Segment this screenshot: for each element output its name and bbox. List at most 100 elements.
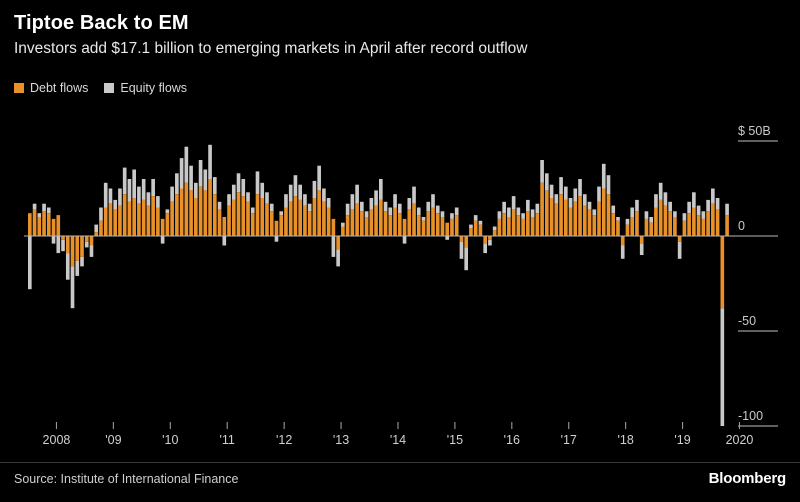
bar-debt-flows (383, 211, 388, 236)
bar-debt-flows (345, 215, 350, 236)
bar-equity-flows (692, 192, 696, 208)
bar-equity-flows (654, 194, 658, 208)
bar-equity-flows (597, 186, 601, 202)
bar-equity-flows (94, 224, 99, 233)
bar-debt-flows (80, 236, 84, 257)
bar-debt-flows (616, 220, 620, 236)
bar-debt-flows (84, 236, 89, 242)
bar-equity-flows (70, 266, 75, 309)
bar-equity-flows (350, 194, 355, 210)
bar-debt-flows (549, 198, 554, 236)
bar-debt-flows (412, 203, 416, 236)
bar-equity-flows (435, 205, 440, 214)
bar-equity-flows (61, 239, 65, 252)
bar-debt-flows (165, 213, 170, 236)
bar-equity-flows (673, 211, 677, 217)
bar-debt-flows (260, 198, 265, 236)
bar-equity-flows (687, 201, 691, 214)
bar-debt-flows (545, 190, 549, 236)
bar-debt-flows (212, 194, 217, 236)
bar-debt-flows (179, 188, 184, 236)
y-axis-tick-label: $ 50B (738, 124, 771, 138)
bar-equity-flows (37, 213, 42, 217)
bar-debt-flows (639, 236, 644, 244)
bar-debt-flows (620, 236, 625, 246)
bar-equity-flows (265, 192, 269, 204)
bar-debt-flows (303, 205, 307, 236)
bar-debt-flows (673, 217, 677, 236)
bar-equity-flows (545, 173, 549, 191)
bar-equity-flows (260, 182, 265, 198)
bar-debt-flows (568, 207, 573, 236)
bar-equity-flows (28, 236, 32, 290)
bar-equity-flows (696, 205, 701, 216)
bar-debt-flows (360, 211, 364, 236)
bar-debt-flows (279, 215, 284, 236)
bar-equity-flows (568, 198, 573, 208)
bar-equity-flows (706, 199, 710, 212)
bar-equity-flows (151, 179, 155, 197)
bar-equity-flows (336, 249, 340, 267)
bar-equity-flows (616, 217, 620, 221)
bar-equity-flows (658, 182, 663, 200)
bar-debt-flows (241, 196, 246, 236)
page-title: Tiptoe Back to EM (14, 12, 189, 34)
bar-debt-flows (649, 222, 653, 236)
bar-debt-flows (194, 198, 198, 236)
x-axis-tick-label: 2008 (42, 433, 71, 447)
bar-debt-flows (231, 199, 236, 236)
bar-equity-flows (274, 236, 279, 242)
bar-equity-flows (322, 188, 326, 202)
bar-debt-flows (103, 207, 108, 236)
bar-debt-flows (530, 217, 535, 236)
bar-equity-flows (284, 194, 288, 208)
bar-equity-flows (132, 169, 136, 198)
bloomberg-logo: Bloomberg (708, 470, 787, 487)
bar-debt-flows (663, 205, 668, 236)
x-axis-tick-label: '10 (162, 433, 179, 447)
x-axis-tick-label: '09 (105, 433, 122, 447)
bar-equity-flows (360, 201, 364, 212)
bar-debt-flows (137, 203, 141, 236)
bar-debt-flows (175, 194, 179, 236)
bar-equity-flows (364, 211, 369, 217)
bar-debt-flows (203, 190, 208, 236)
y-axis-tick-label: -100 (738, 409, 764, 423)
legend-item-debt-flows[interactable]: Debt flows (14, 82, 88, 94)
bar-equity-flows (122, 167, 127, 195)
bar-debt-flows (507, 217, 511, 236)
bar-debt-flows (416, 215, 421, 236)
bar-debt-flows (298, 199, 302, 236)
bar-debt-flows (236, 192, 241, 236)
chart-bars-debt-flows (28, 179, 729, 309)
bar-debt-flows (355, 203, 359, 236)
bar-equity-flows (540, 160, 544, 183)
x-axis-tick-label: '11 (219, 433, 235, 447)
y-axis-tick-label: 0 (738, 219, 745, 233)
bar-equity-flows (184, 146, 189, 183)
bar-debt-flows (184, 182, 189, 236)
legend-item-equity-flows[interactable]: Equity flows (104, 82, 187, 94)
bar-debt-flows (89, 236, 94, 246)
bar-debt-flows (37, 217, 42, 236)
bar-equity-flows (440, 211, 445, 217)
bar-debt-flows (644, 218, 649, 236)
bar-debt-flows (32, 209, 37, 236)
bar-equity-flows (236, 173, 241, 193)
bar-equity-flows (592, 209, 597, 216)
bar-debt-flows (511, 209, 516, 236)
bar-equity-flows (75, 260, 80, 276)
bar-debt-flows (350, 209, 355, 236)
bar-equity-flows (217, 201, 222, 210)
bar-debt-flows (426, 211, 431, 236)
bar-equity-flows (388, 207, 393, 216)
bar-debt-flows (668, 211, 672, 236)
bar-equity-flows (65, 253, 70, 280)
bar-equity-flows (469, 224, 473, 229)
bar-debt-flows (687, 213, 691, 236)
bar-debt-flows (255, 194, 260, 236)
bar-debt-flows (170, 201, 174, 236)
bar-equity-flows (56, 236, 61, 254)
bar-debt-flows (535, 213, 540, 236)
bar-debt-flows (265, 203, 269, 236)
